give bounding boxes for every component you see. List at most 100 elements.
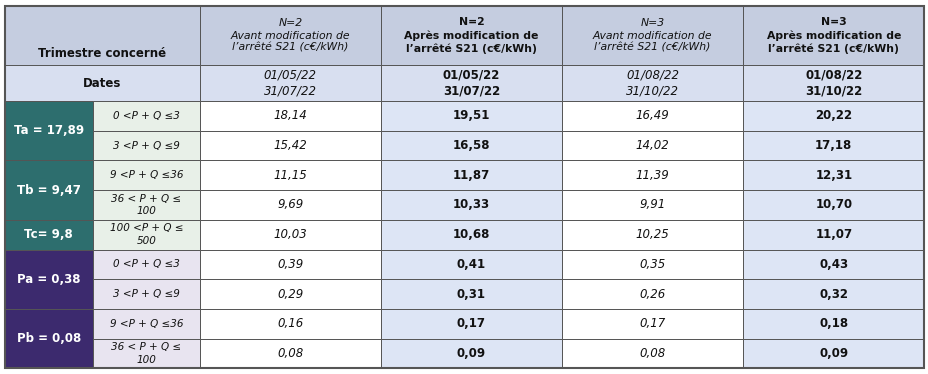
Bar	[561, 65, 742, 101]
Bar	[561, 309, 742, 339]
Bar	[93, 249, 200, 279]
Bar	[93, 279, 200, 309]
Bar	[200, 279, 380, 309]
Bar	[93, 309, 200, 339]
Bar	[200, 131, 380, 160]
Text: 0 <P + Q ≤3: 0 <P + Q ≤3	[113, 260, 179, 269]
Text: 16,58: 16,58	[452, 139, 490, 152]
Bar	[561, 160, 742, 190]
Bar	[380, 65, 561, 101]
Bar	[742, 65, 923, 101]
Text: 0,17: 0,17	[457, 317, 485, 330]
Text: Tb = 9,47: Tb = 9,47	[17, 184, 81, 197]
Text: 0,43: 0,43	[818, 258, 847, 271]
Bar	[380, 220, 561, 249]
Bar	[742, 220, 923, 249]
Text: 0,08: 0,08	[638, 347, 665, 360]
Text: 17,18: 17,18	[814, 139, 852, 152]
Bar	[200, 160, 380, 190]
Bar	[5, 249, 93, 309]
Bar	[93, 101, 200, 131]
Bar	[561, 279, 742, 309]
Text: 11,15: 11,15	[273, 169, 307, 182]
Text: Pb = 0,08: Pb = 0,08	[17, 332, 81, 345]
Text: 100 <P + Q ≤
500: 100 <P + Q ≤ 500	[110, 224, 183, 246]
Bar	[200, 220, 380, 249]
Text: Tc= 9,8: Tc= 9,8	[24, 228, 73, 241]
Bar	[5, 101, 93, 160]
Text: 11,39: 11,39	[635, 169, 669, 182]
Bar	[742, 131, 923, 160]
Text: 0 <P + Q ≤3: 0 <P + Q ≤3	[113, 111, 179, 121]
Text: 0,08: 0,08	[277, 347, 303, 360]
Bar	[380, 190, 561, 220]
Text: 10,33: 10,33	[453, 199, 489, 211]
Text: 01/08/22
31/10/22: 01/08/22 31/10/22	[805, 69, 861, 98]
Bar	[93, 131, 200, 160]
Bar	[742, 190, 923, 220]
Bar	[561, 131, 742, 160]
Bar	[200, 339, 380, 368]
Bar	[380, 249, 561, 279]
Text: 9,91: 9,91	[638, 199, 665, 211]
Text: 15,42: 15,42	[273, 139, 307, 152]
Bar	[380, 6, 561, 65]
Text: Dates: Dates	[83, 77, 122, 90]
Text: 19,51: 19,51	[452, 109, 490, 122]
Text: 0,31: 0,31	[457, 288, 485, 301]
Bar	[742, 339, 923, 368]
Bar	[561, 339, 742, 368]
Bar	[200, 6, 380, 65]
Text: Trimestre concerné: Trimestre concerné	[38, 47, 166, 60]
Bar	[561, 190, 742, 220]
Bar	[5, 160, 93, 220]
Text: 0,16: 0,16	[277, 317, 303, 330]
Text: 0,29: 0,29	[277, 288, 303, 301]
Bar	[742, 279, 923, 309]
Bar	[200, 65, 380, 101]
Bar	[93, 220, 200, 249]
Bar	[561, 6, 742, 65]
Text: 3 <P + Q ≤9: 3 <P + Q ≤9	[113, 289, 179, 299]
Text: 18,14: 18,14	[273, 109, 307, 122]
Bar	[561, 220, 742, 249]
Bar	[200, 190, 380, 220]
Text: 0,39: 0,39	[277, 258, 303, 271]
Bar	[200, 249, 380, 279]
Text: N=2
Avant modification de
l’arrêté S21 (c€/kWh): N=2 Avant modification de l’arrêté S21 (…	[230, 18, 350, 53]
Text: Pa = 0,38: Pa = 0,38	[17, 273, 81, 286]
Bar	[93, 190, 200, 220]
Text: 16,49: 16,49	[635, 109, 669, 122]
Bar	[200, 101, 380, 131]
Text: 9,69: 9,69	[277, 199, 303, 211]
Text: 12,31: 12,31	[815, 169, 851, 182]
Bar	[561, 101, 742, 131]
Text: 36 < P + Q ≤
100: 36 < P + Q ≤ 100	[111, 342, 181, 365]
Text: N=2
Après modification de
l’arrêté S21 (c€/kWh): N=2 Après modification de l’arrêté S21 (…	[404, 18, 538, 53]
Text: 20,22: 20,22	[815, 109, 851, 122]
Bar	[742, 101, 923, 131]
Text: 10,68: 10,68	[452, 228, 490, 241]
Text: N=3
Avant modification de
l’arrêté S21 (c€/kWh): N=3 Avant modification de l’arrêté S21 (…	[592, 18, 712, 53]
Text: 0,09: 0,09	[818, 347, 847, 360]
Text: 10,25: 10,25	[635, 228, 669, 241]
Text: 0,41: 0,41	[457, 258, 485, 271]
Text: 3 <P + Q ≤9: 3 <P + Q ≤9	[113, 141, 179, 151]
Bar	[380, 309, 561, 339]
Text: 0,32: 0,32	[818, 288, 847, 301]
Bar	[200, 309, 380, 339]
Bar	[561, 249, 742, 279]
Text: 10,70: 10,70	[815, 199, 851, 211]
Bar	[742, 6, 923, 65]
Bar	[742, 160, 923, 190]
Bar	[93, 339, 200, 368]
Text: Ta = 17,89: Ta = 17,89	[14, 124, 84, 137]
Text: 11,87: 11,87	[452, 169, 490, 182]
Text: 0,09: 0,09	[457, 347, 485, 360]
Text: N=3
Après modification de
l’arrêté S21 (c€/kWh): N=3 Après modification de l’arrêté S21 (…	[766, 18, 900, 53]
Text: 01/05/22
31/07/22: 01/05/22 31/07/22	[264, 69, 316, 98]
Text: 01/08/22
31/10/22: 01/08/22 31/10/22	[625, 69, 678, 98]
Text: 0,17: 0,17	[638, 317, 665, 330]
Bar	[380, 160, 561, 190]
Text: 14,02: 14,02	[635, 139, 669, 152]
